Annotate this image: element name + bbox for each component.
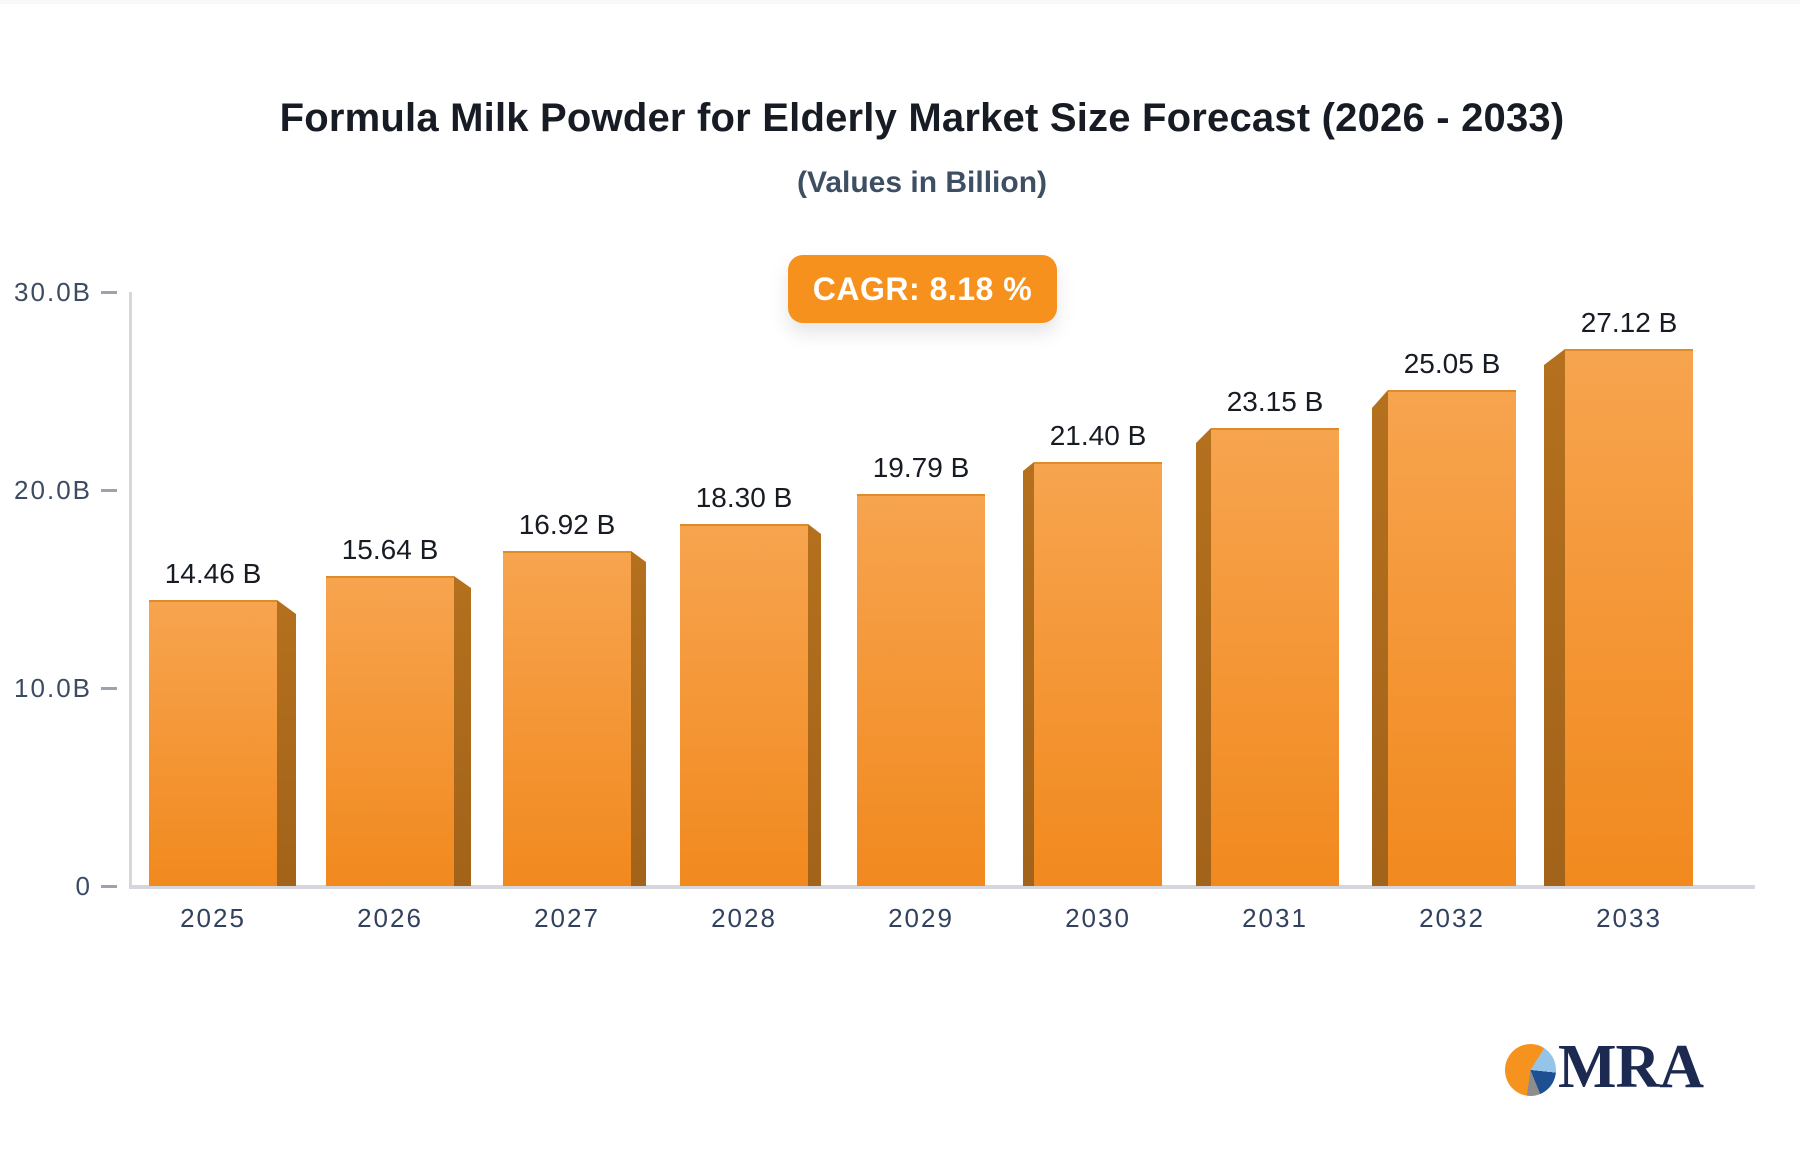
x-axis-label-2026: 2026: [357, 903, 423, 933]
bar-value-label: 16.92 B: [518, 509, 616, 540]
chart-subtitle: (Values in Billion): [796, 166, 1048, 199]
bar-side-face: [1196, 428, 1211, 886]
bar-front-face: [1034, 462, 1162, 886]
cagr-badge: CAGR: 8.18 %: [788, 255, 1057, 323]
bar-2033: 27.12 B: [1544, 307, 1693, 886]
bar-front-face: [326, 576, 454, 886]
y-tick: [101, 291, 117, 294]
bar-2032: 25.05 B: [1372, 348, 1516, 886]
bar-2031: 23.15 B: [1196, 386, 1339, 886]
bar-front-face: [857, 494, 985, 886]
bar-value-label: 23.15 B: [1226, 386, 1324, 417]
mra-pie-icon: [1505, 1044, 1556, 1096]
bar-side-face: [1372, 390, 1388, 886]
bar-2030: 21.40 B: [1023, 420, 1162, 886]
bar-value-label: 27.12 B: [1580, 307, 1678, 338]
bar-value-label: 21.40 B: [1049, 420, 1147, 451]
x-axis-label-2032: 2032: [1419, 903, 1485, 933]
y-tick-label: 20.0B: [14, 475, 92, 505]
x-axis-label-2029: 2029: [888, 903, 954, 933]
bar-2028: 18.30 B: [680, 482, 821, 886]
x-axis-label-2025: 2025: [180, 903, 246, 933]
y-tick-label: 30.0B: [14, 277, 92, 307]
bar-front-face: [1565, 349, 1693, 886]
bar-side-face: [454, 576, 471, 886]
bar-side-face: [808, 524, 821, 886]
bar-side-face: [631, 551, 646, 886]
y-axis-line: [129, 292, 132, 888]
bar-front-face: [149, 600, 277, 886]
bar-value-label: 15.64 B: [341, 534, 439, 565]
y-tick-label: 0: [75, 871, 92, 901]
mra-logo: MRA: [1505, 1033, 1704, 1101]
bar-2026: 15.64 B: [326, 534, 471, 886]
bar-front-face: [503, 551, 631, 886]
top-edge-strip: [0, 0, 1800, 4]
bar-2027: 16.92 B: [503, 509, 646, 886]
y-tick-label: 10.0B: [14, 673, 92, 703]
bar-value-label: 14.46 B: [164, 558, 262, 589]
cagr-badge-label: CAGR: 8.18 %: [812, 270, 1033, 307]
bar-front-face: [680, 524, 808, 886]
bar-value-label: 25.05 B: [1403, 348, 1501, 379]
bar-value-label: 18.30 B: [695, 482, 793, 513]
mra-logo-text: MRA: [1558, 1033, 1704, 1101]
bar-front-face: [1211, 428, 1339, 886]
x-axis-label-2031: 2031: [1242, 903, 1308, 933]
bar-2029: 19.79 B: [857, 452, 985, 886]
y-tick: [101, 489, 117, 492]
x-axis-label-2030: 2030: [1065, 903, 1131, 933]
y-tick: [101, 687, 117, 690]
bar-side-face: [277, 600, 296, 886]
plot-area: 14.46 B 15.64 B 16.92 B 18.30 B 19.79 B 21.40…: [0, 292, 1800, 889]
x-axis-label-2028: 2028: [711, 903, 777, 933]
x-axis-label-2033: 2033: [1596, 903, 1662, 933]
chart-title: Formula Milk Powder for Elderly Market S…: [279, 96, 1565, 140]
bar-side-face: [1544, 349, 1565, 886]
bar-side-face: [1023, 462, 1034, 886]
y-tick: [101, 885, 117, 888]
bar-2025: 14.46 B: [149, 558, 296, 886]
bar-front-face: [1388, 390, 1516, 886]
bar-value-label: 19.79 B: [872, 452, 970, 483]
x-axis-label-2027: 2027: [534, 903, 600, 933]
x-axis-line: [129, 885, 1755, 889]
